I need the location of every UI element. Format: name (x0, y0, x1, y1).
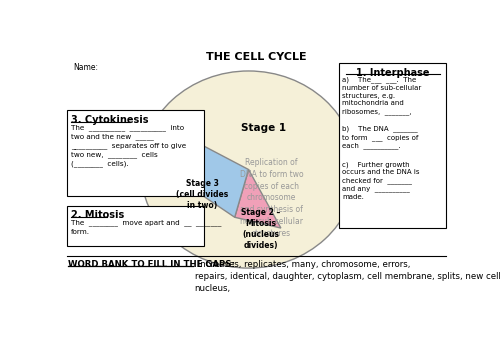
Text: Stage 2 –
Mitosis
(nucleus
divides): Stage 2 – Mitosis (nucleus divides) (241, 208, 281, 250)
Text: c)    Further growth
occurs and the DNA is
checked for  _______
and any  _______: c) Further growth occurs and the DNA is … (342, 161, 420, 200)
Text: 2. Mitosis: 2. Mitosis (70, 210, 124, 220)
Text: 1. Interphase: 1. Interphase (356, 68, 430, 78)
Text: Stage 1: Stage 1 (242, 123, 286, 133)
Text: a)    The___  ___.  The
number of sub-cellular
structures, e.g.
mitochondria and: a) The___ ___. The number of sub-cellula… (342, 76, 421, 115)
Polygon shape (234, 170, 281, 228)
Text: Stage 3
(cell divides
in two): Stage 3 (cell divides in two) (176, 179, 229, 210)
Polygon shape (178, 137, 248, 217)
Text: 3. Cytokinesis: 3. Cytokinesis (70, 115, 148, 125)
Ellipse shape (141, 71, 356, 268)
Text: Replication of
DNA to form two
copies of each
chromosome
and synthesis of
new su: Replication of DNA to form two copies of… (240, 158, 304, 238)
FancyBboxPatch shape (67, 206, 204, 246)
Text: Increases, replicates, many, chromosome, errors,
repairs, identical, daughter, c: Increases, replicates, many, chromosome,… (194, 259, 500, 293)
FancyBboxPatch shape (67, 110, 204, 196)
Text: The  __________  __________  into
two and the new  _____
__________  separates o: The __________ __________ into two and t… (70, 124, 186, 167)
Text: WORD BANK TO FILL IN THE GAPS:: WORD BANK TO FILL IN THE GAPS: (68, 259, 234, 269)
Text: The  ________  move apart and  __  _______
form.: The ________ move apart and __ _______ f… (70, 219, 221, 235)
FancyBboxPatch shape (340, 63, 446, 228)
Text: b)    The DNA  _______
to form  ___  copies of
each  __________.: b) The DNA _______ to form ___ copies of… (342, 126, 419, 149)
Text: Name:: Name: (73, 63, 98, 72)
Text: THE CELL CYCLE: THE CELL CYCLE (206, 52, 306, 62)
